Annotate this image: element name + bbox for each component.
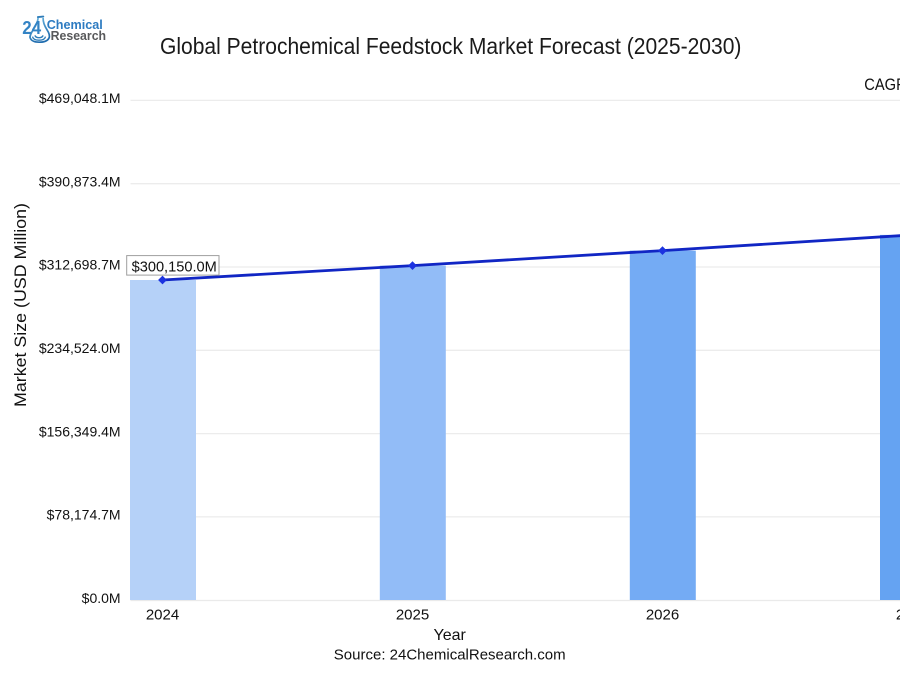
svg-text:$156,349.4M: $156,349.4M xyxy=(39,423,121,439)
svg-text:$0.0M: $0.0M xyxy=(82,590,121,606)
svg-text:CAGR: 4.5%: CAGR: 4.5% xyxy=(864,75,900,94)
svg-text:24: 24 xyxy=(22,17,41,38)
svg-text:2026: 2026 xyxy=(646,607,679,624)
svg-text:2027: 2027 xyxy=(896,607,900,624)
svg-text:Global Petrochemical Feedstock: Global Petrochemical Feedstock Market Fo… xyxy=(160,33,742,59)
svg-text:Research: Research xyxy=(51,29,107,43)
svg-text:Year: Year xyxy=(434,627,467,644)
svg-text:Market Size (USD Million): Market Size (USD Million) xyxy=(11,203,30,407)
svg-text:$300,150.0M: $300,150.0M xyxy=(132,259,217,275)
svg-text:2024: 2024 xyxy=(146,607,179,624)
svg-text:2025: 2025 xyxy=(396,607,429,624)
svg-text:$390,873.4M: $390,873.4M xyxy=(39,173,121,189)
svg-text:$312,698.7M: $312,698.7M xyxy=(39,257,121,273)
svg-text:$469,048.1M: $469,048.1M xyxy=(39,90,121,106)
svg-text:$234,524.0M: $234,524.0M xyxy=(39,340,121,356)
svg-text:Chemical: Chemical xyxy=(47,17,103,32)
svg-text:$78,174.7M: $78,174.7M xyxy=(47,507,121,523)
svg-text:Source: 24ChemicalResearch.com: Source: 24ChemicalResearch.com xyxy=(334,647,566,664)
